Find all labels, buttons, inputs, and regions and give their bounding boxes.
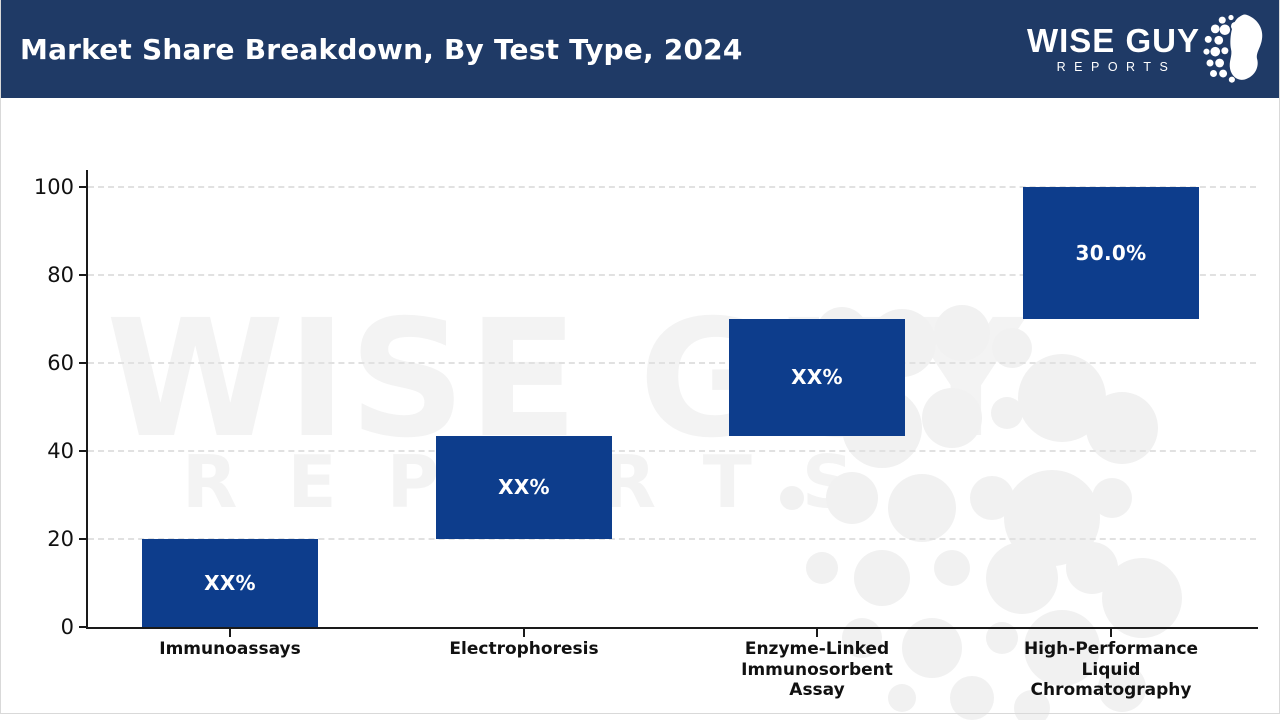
bar: XX% [729, 319, 905, 436]
logo-brand-name: WISE GUY [1026, 22, 1200, 59]
y-axis-tick-label: 20 [47, 527, 74, 551]
x-category-label-line: Chromatography [1030, 680, 1192, 700]
y-gridline [88, 538, 1256, 540]
bar-value-label: XX% [498, 475, 550, 500]
x-category-label-line: Immunoassays [159, 639, 301, 659]
y-gridline [88, 186, 1256, 188]
x-category-label-line: Enzyme-Linked [744, 639, 890, 659]
x-category-label: Immunoassays [115, 639, 345, 660]
x-tick-mark [816, 629, 818, 637]
y-axis-tick-label: 80 [47, 263, 74, 287]
bar-value-label: 30.0% [1075, 241, 1147, 265]
bar: XX% [436, 435, 612, 539]
x-tick-mark [229, 629, 231, 637]
y-axis-tick-label: 40 [47, 439, 74, 463]
y-gridline [88, 274, 1256, 276]
x-category-label-line: Electrophoresis [449, 639, 599, 659]
x-category-label-line: High-Performance [1023, 639, 1199, 659]
logo-subtitle: REPORTS [1056, 60, 1177, 74]
x-category-label-line: Immunosorbent [741, 659, 893, 680]
x-tick-mark [1110, 629, 1112, 637]
y-axis-tick-label: 0 [60, 615, 74, 639]
y-tick-mark [79, 186, 88, 188]
y-axis-line [86, 170, 88, 629]
bar: XX% [142, 539, 318, 627]
x-category-label-line: Assay [789, 680, 845, 700]
y-tick-mark [79, 626, 88, 628]
y-axis-tick-label: 60 [47, 351, 74, 375]
page-title: Market Share Breakdown, By Test Type, 20… [20, 32, 743, 66]
x-category-label: Electrophoresis [409, 639, 639, 660]
y-tick-mark [79, 538, 88, 540]
x-category-label-line: Liquid [1081, 659, 1141, 680]
wiseguy-face-icon [1203, 14, 1263, 83]
bar-value-label: XX% [204, 571, 256, 595]
x-category-label: High-Performance Liquid Chromatography [996, 639, 1226, 701]
logo-text: WISE GUY REPORTS [1026, 22, 1200, 75]
x-category-label: Enzyme-Linked Immunosorbent Assay [702, 639, 932, 701]
x-axis-line [86, 627, 1258, 629]
y-tick-mark [79, 450, 88, 452]
y-axis-tick-label: 100 [33, 175, 74, 199]
y-gridline [88, 362, 1256, 364]
wiseguy-logo: WISE GUY REPORTS [1027, 8, 1266, 90]
bar: 30.0% [1023, 187, 1199, 319]
x-tick-mark [523, 629, 525, 637]
y-gridline [88, 450, 1256, 452]
header: Market Share Breakdown, By Test Type, 20… [0, 0, 1280, 98]
y-tick-mark [79, 274, 88, 276]
y-tick-mark [79, 362, 88, 364]
bar-value-label: XX% [791, 365, 843, 390]
